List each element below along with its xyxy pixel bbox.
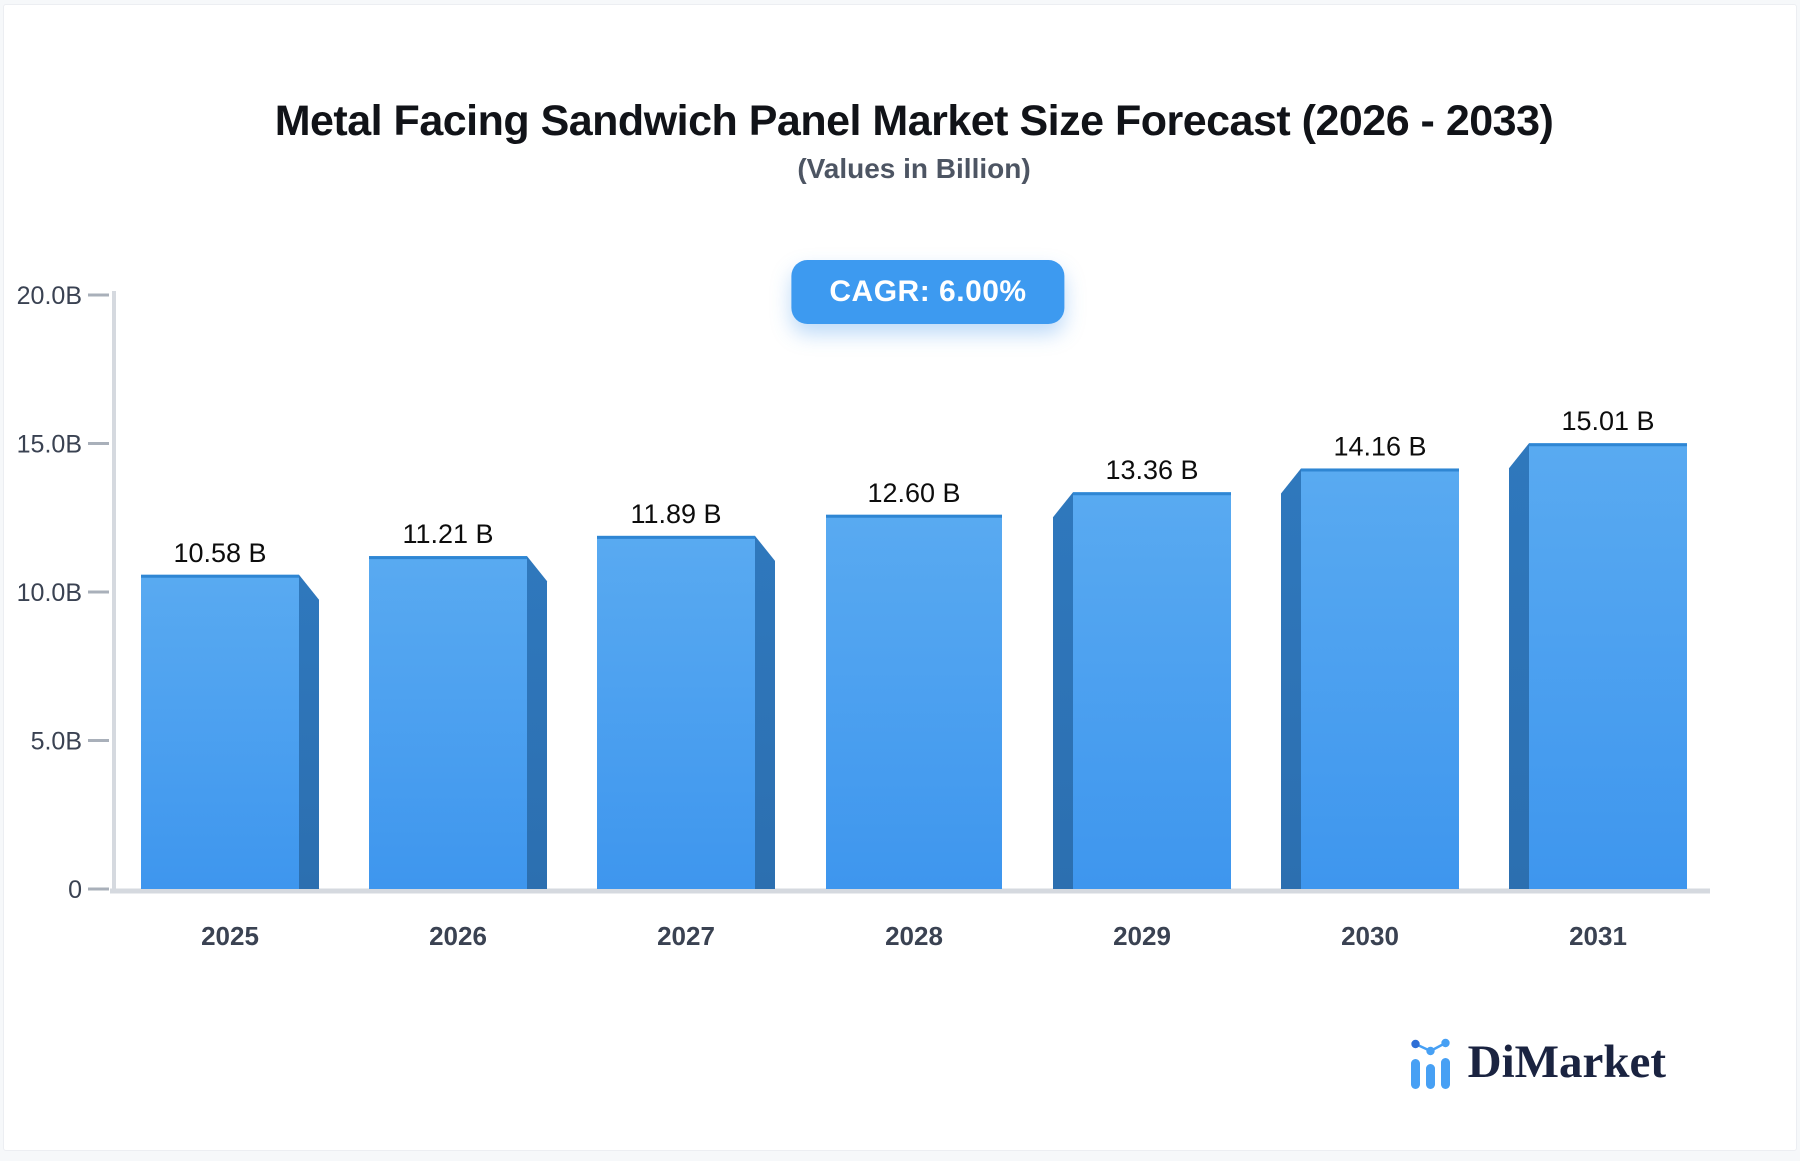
chart-subtitle: (Values in Billion)	[797, 153, 1031, 184]
bar-side-face	[299, 574, 319, 889]
bar-side-face	[1509, 443, 1529, 889]
bar-front-face	[826, 514, 1002, 889]
x-category-label: 2028	[885, 921, 943, 951]
bar-value-label: 11.89 B	[630, 499, 721, 529]
x-category-label: 2031	[1569, 921, 1627, 951]
bar-front-face	[141, 574, 299, 889]
y-tick-label: 10.0B	[17, 579, 82, 607]
bar-side-face	[1053, 492, 1073, 889]
y-tick-label: 0	[68, 876, 82, 904]
dimarket-logo: DiMarket	[1410, 1033, 1666, 1089]
chart-card: Metal Facing Sandwich Panel Market Size …	[3, 4, 1797, 1151]
bar-2029	[1053, 492, 1231, 889]
bar-value-label: 15.01 B	[1561, 406, 1654, 436]
x-category-label: 2025	[201, 921, 259, 951]
bar-value-label: 11.21 B	[402, 519, 493, 549]
y-tick-label: 5.0B	[31, 728, 82, 756]
bar-front-face	[369, 556, 527, 889]
bar-2030	[1281, 468, 1459, 889]
bar-value-label: 12.60 B	[867, 478, 960, 508]
bar-chart-logo-icon	[1410, 1038, 1450, 1089]
bars-group	[141, 443, 1687, 889]
bar-value-label: 10.58 B	[173, 538, 266, 568]
bar-2027	[597, 535, 775, 889]
cagr-badge: CAGR: 6.00%	[791, 260, 1065, 324]
bar-2025	[141, 574, 319, 889]
y-tick-label: 20.0B	[17, 282, 82, 310]
chart-title: Metal Facing Sandwich Panel Market Size …	[274, 97, 1554, 145]
labels-group: 20.0B 15.0B 10.0B 5.0B 0 10.58 B 2025 11.21 B 20…	[17, 282, 1655, 951]
bar-value-label: 14.16 B	[1333, 431, 1426, 461]
bar-side-face	[1281, 468, 1301, 889]
bar-side-face	[527, 556, 547, 889]
bar-front-face	[1529, 443, 1687, 889]
bar-chart: 20.0B 15.0B 10.0B 5.0B 0 10.58 B 2025 11.21 B 20…	[17, 282, 1710, 951]
x-category-label: 2029	[1113, 921, 1171, 951]
bar-value-label: 13.36 B	[1105, 455, 1198, 485]
y-tick-label: 15.0B	[17, 431, 82, 459]
x-category-label: 2027	[657, 921, 715, 951]
x-category-label: 2030	[1341, 921, 1399, 951]
bar-front-face	[1301, 468, 1459, 889]
axes	[88, 291, 1710, 894]
bar-front-face	[597, 535, 755, 889]
bar-side-face	[755, 535, 775, 889]
bar-2026	[369, 556, 547, 889]
bar-2031	[1509, 443, 1687, 889]
dimarket-logo-text: DiMarket	[1467, 1036, 1666, 1089]
bar-2028	[826, 514, 1002, 889]
x-category-label: 2026	[429, 921, 487, 951]
bar-front-face	[1073, 492, 1231, 889]
